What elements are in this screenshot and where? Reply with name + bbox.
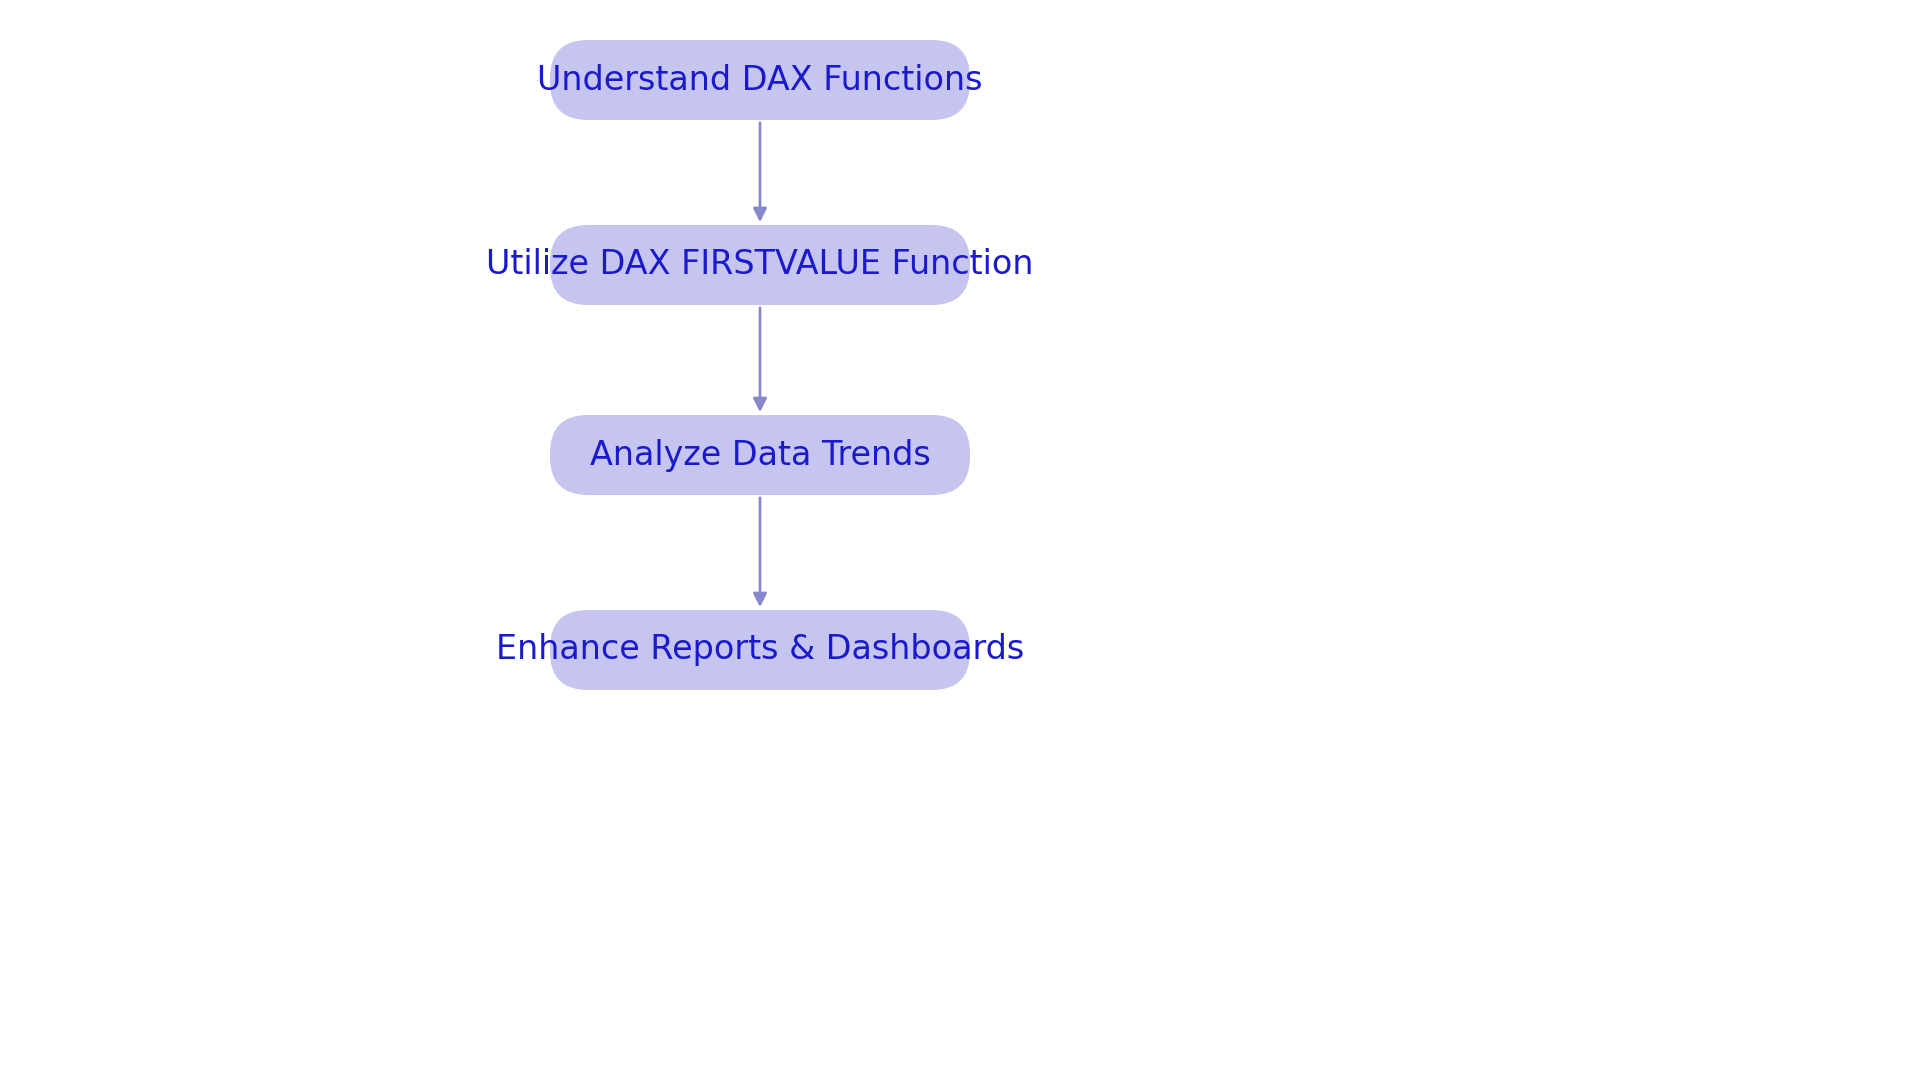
FancyBboxPatch shape (549, 415, 970, 495)
Text: Understand DAX Functions: Understand DAX Functions (538, 64, 983, 96)
FancyBboxPatch shape (549, 610, 970, 690)
Text: Utilize DAX FIRSTVALUE Function: Utilize DAX FIRSTVALUE Function (486, 248, 1033, 282)
FancyBboxPatch shape (549, 40, 970, 120)
FancyBboxPatch shape (549, 225, 970, 305)
Text: Analyze Data Trends: Analyze Data Trends (589, 439, 931, 471)
Text: Enhance Reports & Dashboards: Enhance Reports & Dashboards (495, 634, 1023, 666)
